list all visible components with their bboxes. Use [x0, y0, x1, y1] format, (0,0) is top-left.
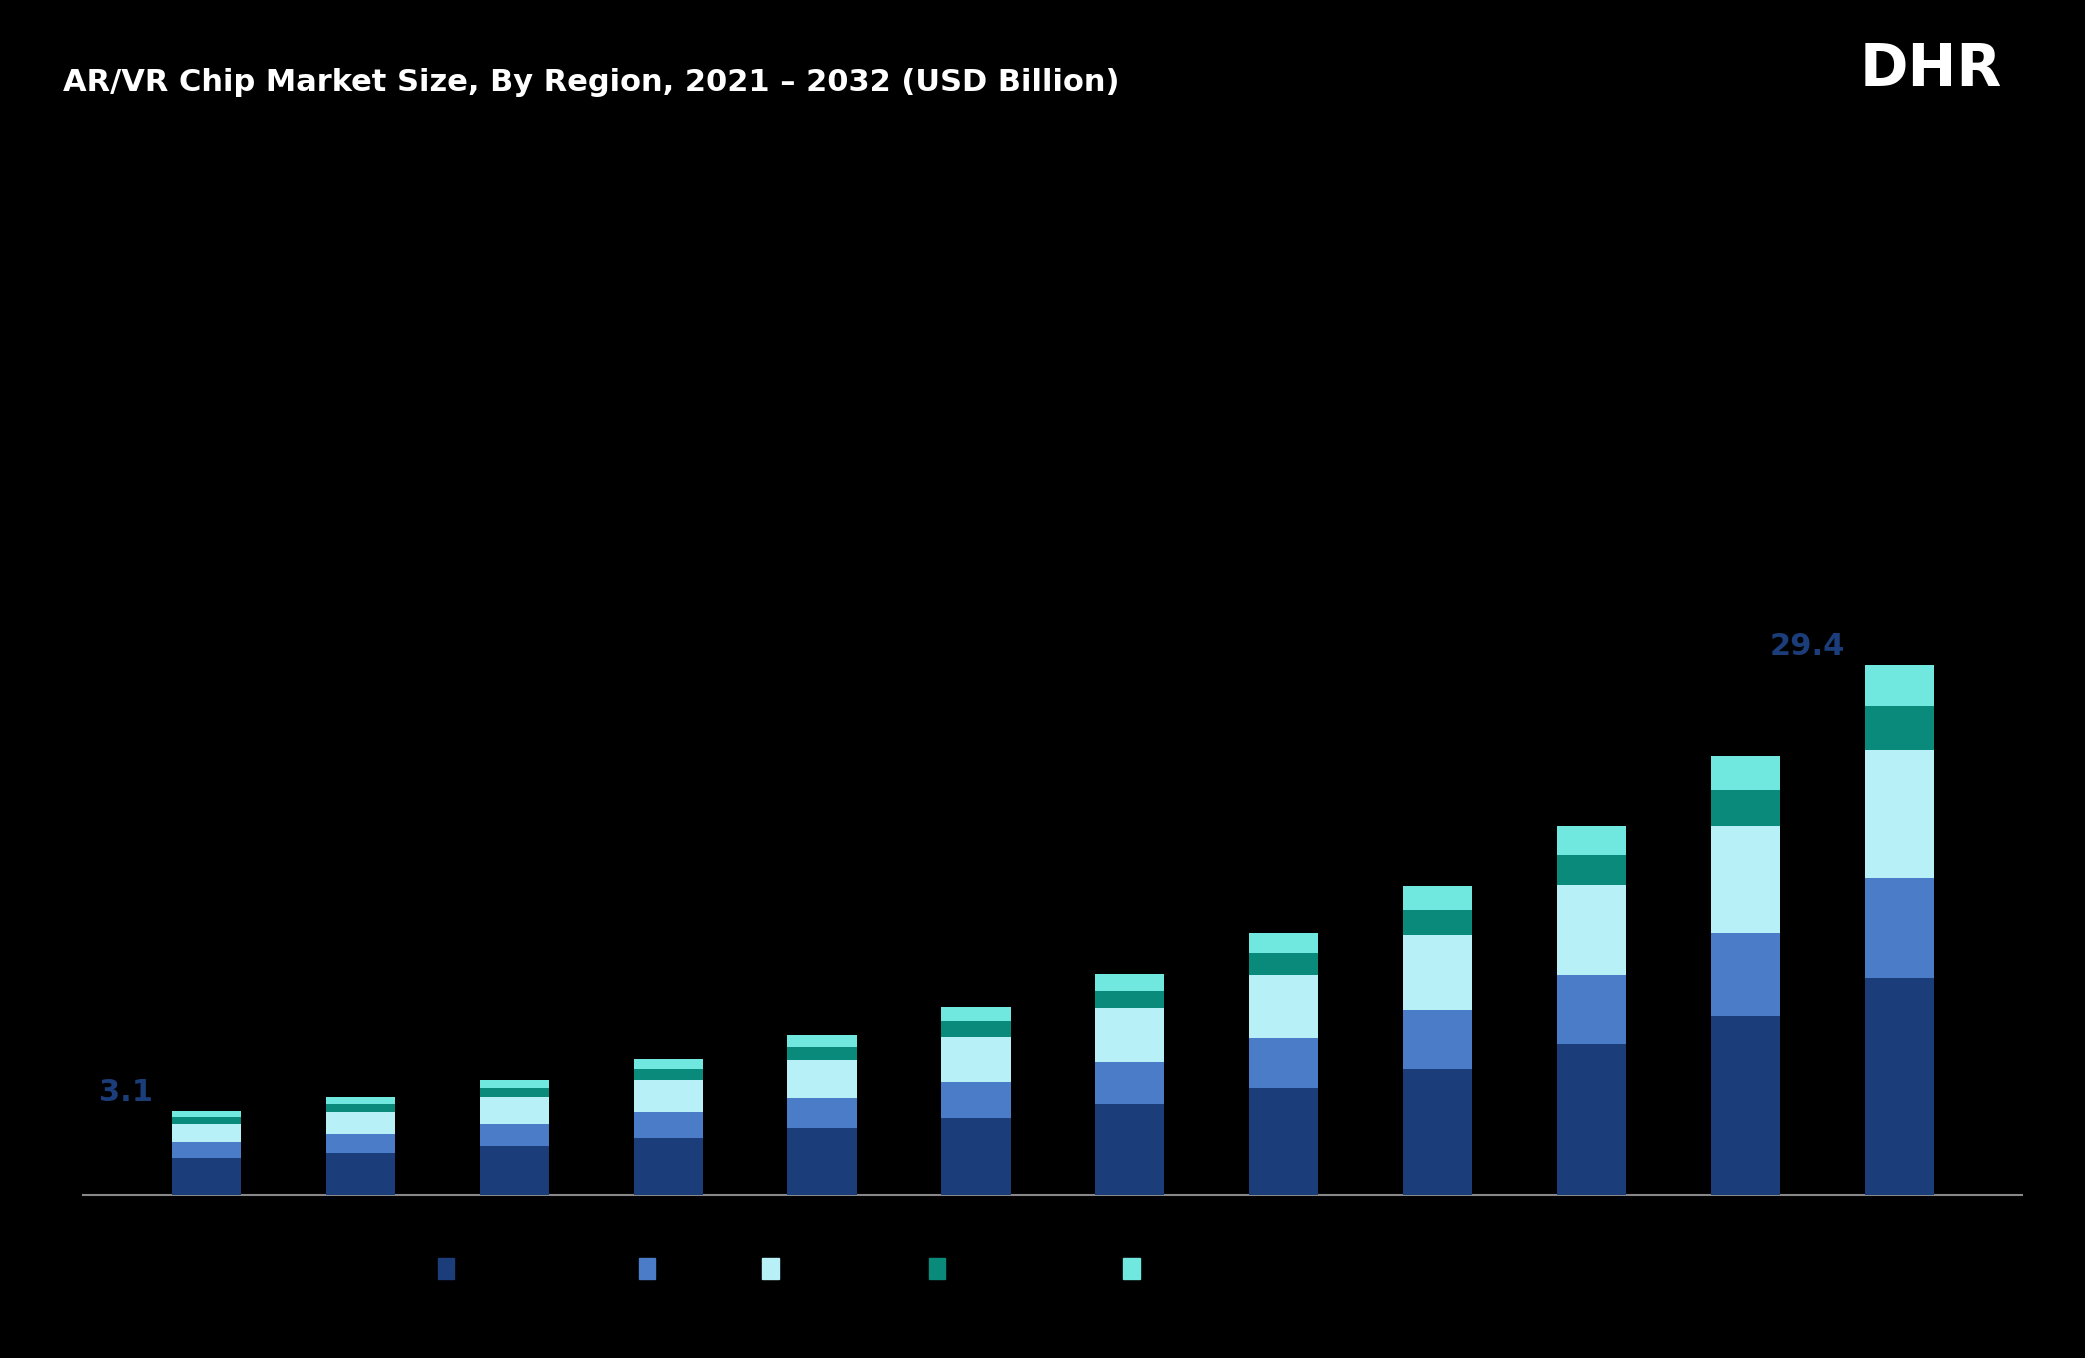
Bar	[1557, 1044, 1626, 1195]
Bar	[1864, 978, 1935, 1195]
Bar	[1557, 827, 1626, 856]
Bar	[171, 1111, 242, 1116]
Bar	[325, 1104, 394, 1112]
Bar	[1095, 1009, 1166, 1062]
Bar	[1712, 1016, 1781, 1195]
Bar	[1557, 885, 1626, 975]
Bar	[1403, 1010, 1472, 1069]
Bar	[1403, 1069, 1472, 1195]
Bar	[171, 1158, 242, 1195]
Bar	[1403, 910, 1472, 936]
Bar	[325, 1134, 394, 1153]
Bar	[480, 1088, 548, 1097]
Bar	[1557, 975, 1626, 1044]
Bar	[171, 1142, 242, 1158]
Bar	[1249, 975, 1318, 1038]
Bar	[1249, 933, 1318, 953]
Bar	[1864, 665, 1935, 706]
Bar	[1864, 879, 1935, 978]
Bar	[480, 1146, 548, 1195]
Bar	[1712, 790, 1781, 826]
Bar	[1403, 936, 1472, 1010]
Bar	[1095, 1062, 1166, 1104]
Bar	[1712, 826, 1781, 933]
Bar	[788, 1061, 857, 1099]
Bar	[788, 1128, 857, 1195]
Text: 3.1: 3.1	[98, 1078, 152, 1107]
Bar	[788, 1047, 857, 1061]
Bar	[634, 1138, 703, 1195]
Bar	[634, 1059, 703, 1069]
Bar	[788, 1099, 857, 1128]
Bar	[325, 1097, 394, 1104]
Bar	[634, 1112, 703, 1138]
Bar	[1095, 974, 1166, 990]
Bar	[480, 1080, 548, 1088]
Bar	[1712, 933, 1781, 1016]
Text: AR/VR Chip Market Size, By Region, 2021 – 2032 (USD Billion): AR/VR Chip Market Size, By Region, 2021 …	[63, 68, 1120, 96]
Bar	[940, 1118, 1011, 1195]
Legend: North America, Europe, Asia Pacific, Latin America, Middle East & Africa: North America, Europe, Asia Pacific, Lat…	[430, 1249, 1366, 1287]
Bar	[940, 1036, 1011, 1082]
Text: 29.4: 29.4	[1770, 633, 1845, 661]
Bar	[325, 1112, 394, 1134]
Bar	[1249, 1038, 1318, 1088]
Bar	[1864, 706, 1935, 750]
Bar	[634, 1069, 703, 1080]
Bar	[1095, 1104, 1166, 1195]
Bar	[1403, 885, 1472, 910]
Bar	[480, 1124, 548, 1146]
Bar	[325, 1153, 394, 1195]
Bar	[1095, 990, 1166, 1009]
Bar	[171, 1123, 242, 1142]
Bar	[940, 1082, 1011, 1118]
Bar	[1557, 856, 1626, 885]
Text: DHR: DHR	[1860, 41, 2002, 98]
Bar	[634, 1080, 703, 1112]
Bar	[788, 1035, 857, 1047]
Bar	[940, 1008, 1011, 1021]
Bar	[940, 1021, 1011, 1036]
Bar	[480, 1097, 548, 1124]
Bar	[1864, 750, 1935, 879]
Bar	[171, 1116, 242, 1123]
Bar	[1249, 953, 1318, 975]
Bar	[1249, 1088, 1318, 1195]
Bar	[1712, 756, 1781, 790]
